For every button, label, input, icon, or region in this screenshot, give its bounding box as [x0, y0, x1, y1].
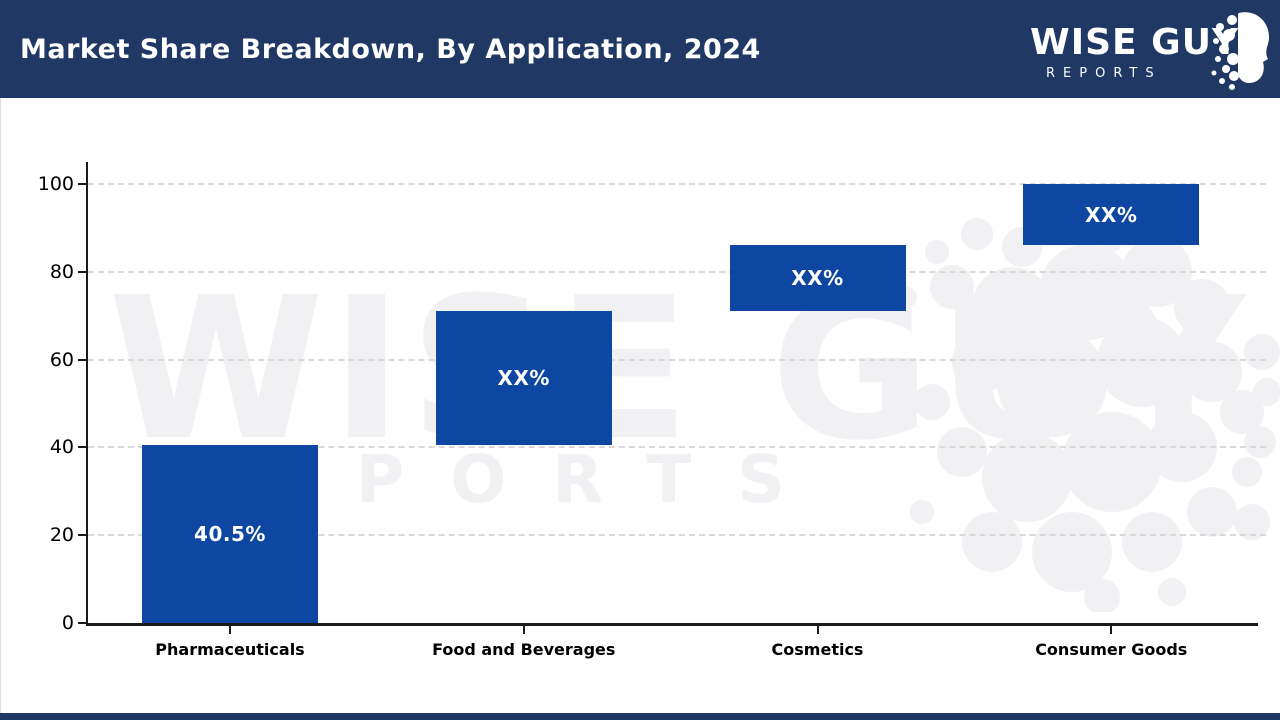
gridline-80: [88, 270, 1266, 273]
y-tick-mark: [78, 183, 88, 185]
bar-value-label: XX%: [1085, 202, 1138, 227]
gridline-20: [88, 534, 1266, 537]
bar-value-label: XX%: [497, 366, 550, 391]
y-tick-mark: [78, 270, 88, 273]
bar-value-label: 40.5%: [194, 522, 266, 547]
x-tick-mark: [229, 626, 231, 634]
y-tick-label: 40: [49, 436, 74, 459]
gridline-60: [88, 358, 1266, 361]
y-tick-label: 60: [49, 348, 74, 371]
y-tick-label: 80: [49, 260, 74, 283]
logo-wordmark: WISE GUY: [1030, 22, 1240, 63]
x-tick-mark: [522, 626, 525, 634]
y-tick-mark: [78, 622, 88, 624]
y-tick-mark: [78, 534, 88, 537]
gridline-40: [88, 446, 1266, 449]
footer-bar: [0, 713, 1280, 720]
logo-tagline: REPORTS: [1046, 66, 1162, 81]
gridline-100: [88, 183, 1266, 185]
bar-value-label: XX%: [791, 266, 844, 291]
page-title: Market Share Breakdown, By Application, …: [20, 33, 761, 65]
x-category-label: Consumer Goods: [1035, 640, 1188, 659]
wise-guy-logo: WISE GUY REPORTS: [1024, 4, 1274, 94]
x-tick-mark: [816, 626, 819, 634]
y-axis-spine: [86, 162, 88, 626]
bar-cosmetics: XX%: [729, 245, 906, 312]
x-axis-spine: [86, 623, 1258, 626]
x-category-label: Cosmetics: [771, 640, 864, 659]
x-category-label: Pharmaceuticals: [155, 640, 305, 659]
x-tick-mark: [1110, 626, 1113, 634]
header-bar: Market Share Breakdown, By Application, …: [0, 0, 1280, 98]
y-tick-mark: [78, 446, 88, 449]
y-tick-mark: [78, 358, 88, 361]
y-tick-label: 100: [37, 173, 74, 195]
logo-head-icon: [1211, 12, 1270, 90]
bar-pharmaceuticals: 40.5%: [142, 445, 318, 623]
bar-food-and-beverages: XX%: [435, 311, 612, 446]
y-tick-label: 20: [49, 524, 74, 547]
y-tick-label: 0: [61, 612, 74, 634]
bar-consumer-goods: XX%: [1023, 184, 1200, 246]
x-category-label: Food and Beverages: [432, 640, 616, 659]
